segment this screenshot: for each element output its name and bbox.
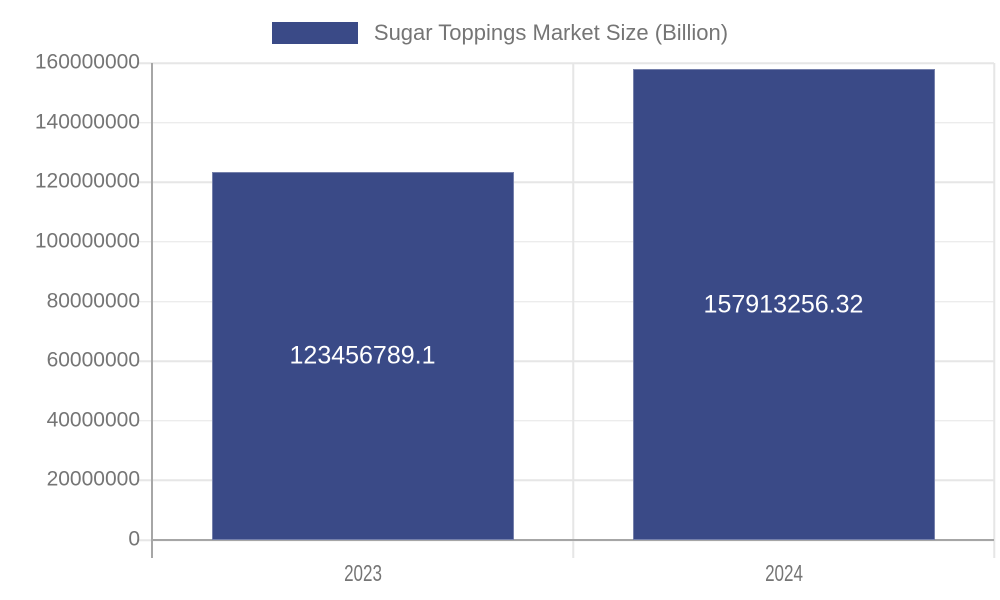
y-tick-label: 60000000	[46, 348, 140, 372]
legend-swatch	[271, 22, 358, 44]
y-axis-line	[150, 63, 153, 558]
y-gridline	[137, 360, 994, 362]
y-tick-label: 120000000	[34, 169, 140, 193]
y-gridline	[137, 300, 994, 303]
y-gridline	[137, 479, 994, 482]
x-tick-label-2023: 2023	[343, 560, 382, 586]
x-gridline	[572, 63, 574, 558]
y-tick-label: 100000000	[34, 229, 140, 253]
y-tick-label: 0	[128, 527, 140, 551]
legend[interactable]: Sugar Toppings Market Size (Billion)	[0, 19, 1000, 47]
y-tick-label: 160000000	[34, 50, 140, 74]
y-gridline	[137, 241, 994, 243]
y-tick-label: 80000000	[46, 289, 140, 313]
bar-2023[interactable]	[211, 172, 514, 540]
y-tick-label: 140000000	[34, 110, 140, 134]
y-gridline	[137, 62, 994, 64]
x-axis-line	[150, 539, 994, 541]
x-gridline	[993, 63, 995, 558]
y-gridline	[137, 420, 994, 422]
y-tick-label: 40000000	[46, 408, 140, 432]
bar-2024[interactable]	[632, 69, 935, 540]
y-tick-label: 20000000	[46, 467, 140, 491]
y-gridline	[137, 181, 994, 183]
y-gridline	[137, 121, 994, 124]
chart-title: Sugar Toppings Market Size (Billion)	[373, 20, 729, 45]
x-tick-label-2024: 2024	[764, 560, 803, 586]
